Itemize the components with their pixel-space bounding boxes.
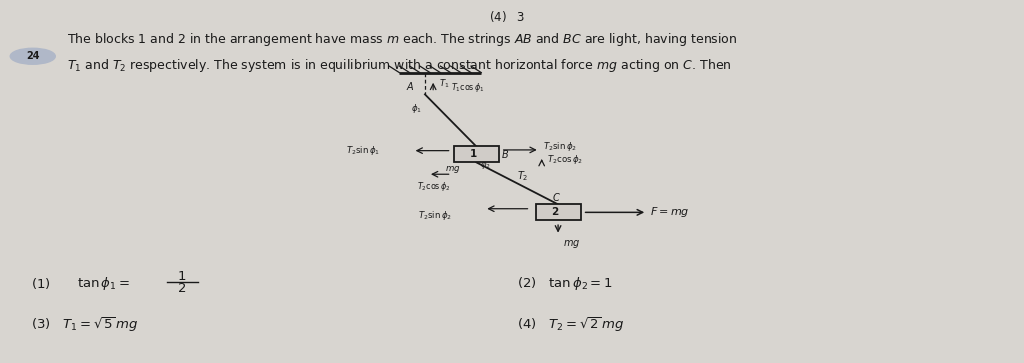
Text: $(4)$   3: $(4)$ 3: [488, 9, 525, 24]
Text: 1: 1: [178, 270, 186, 284]
Text: $T_1$: $T_1$: [439, 77, 450, 90]
Text: C: C: [553, 193, 559, 203]
Text: A: A: [407, 82, 413, 92]
Bar: [536, 204, 581, 220]
Text: $\phi_1$: $\phi_1$: [411, 102, 422, 115]
Text: 1: 1: [469, 148, 477, 159]
Text: $T_2$: $T_2$: [517, 169, 528, 183]
Text: $T_2\sin\phi_2$: $T_2\sin\phi_2$: [543, 140, 577, 153]
Text: B: B: [502, 150, 509, 160]
Circle shape: [10, 48, 55, 64]
Text: $\phi_2$: $\phi_2$: [480, 158, 492, 171]
Text: $(4)$   $T_2 = \sqrt{2}\,mg$: $(4)$ $T_2 = \sqrt{2}\,mg$: [517, 315, 625, 334]
Text: $T_1$ and $T_2$ respectively. The system is in equilibrium with a constant horiz: $T_1$ and $T_2$ respectively. The system…: [67, 57, 731, 74]
Text: $(1)$: $(1)$: [31, 276, 50, 291]
Text: $T_2\sin\phi_2$: $T_2\sin\phi_2$: [418, 209, 452, 223]
Text: 24: 24: [26, 51, 40, 61]
Text: The blocks 1 and 2 in the arrangement have mass $m$ each. The strings $AB$ and $: The blocks 1 and 2 in the arrangement ha…: [67, 32, 737, 48]
Text: $(3)$   $T_1 = \sqrt{5}\,mg$: $(3)$ $T_1 = \sqrt{5}\,mg$: [31, 315, 138, 334]
Text: $mg$: $mg$: [563, 238, 581, 250]
Text: $(2)$   $\tan\phi_2 = 1$: $(2)$ $\tan\phi_2 = 1$: [517, 275, 613, 291]
Text: $T_2\cos\phi_2$: $T_2\cos\phi_2$: [417, 180, 451, 193]
Bar: [454, 146, 499, 162]
Text: $F=mg$: $F=mg$: [650, 205, 690, 219]
Text: 2: 2: [551, 207, 559, 217]
Text: $T_1\cos\phi_1$: $T_1\cos\phi_1$: [451, 81, 484, 94]
Text: $T_2\cos\phi_2$: $T_2\cos\phi_2$: [547, 153, 583, 166]
Text: 2: 2: [178, 282, 186, 295]
Text: $mg$: $mg$: [445, 164, 461, 175]
Text: $T_2\sin\phi_1$: $T_2\sin\phi_1$: [346, 144, 380, 157]
Text: $\tan\phi_1 = $: $\tan\phi_1 = $: [77, 275, 130, 291]
